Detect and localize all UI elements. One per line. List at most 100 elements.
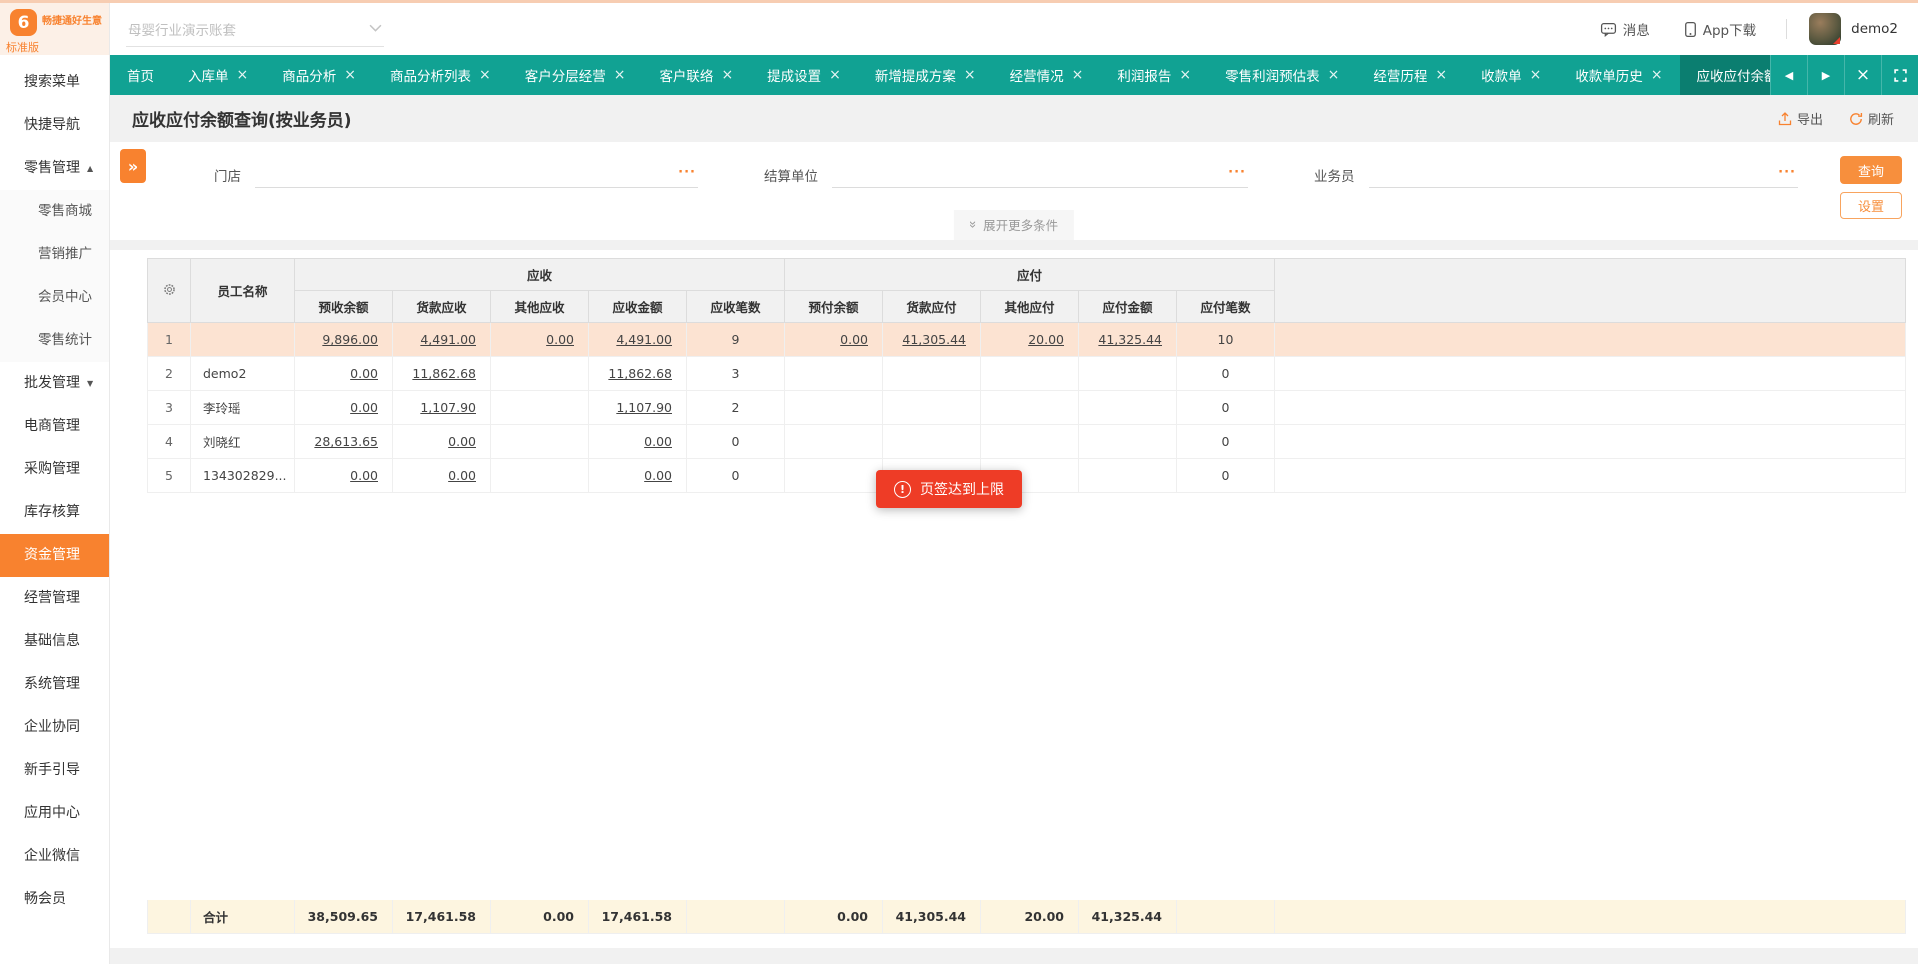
tab-收款单历史[interactable]: 收款单历史 ×: [1558, 55, 1679, 95]
picker-ellipsis-icon[interactable]: ···: [678, 165, 696, 180]
col-header-应付金额[interactable]: 应付金额: [1078, 290, 1177, 323]
picker-ellipsis-icon[interactable]: ···: [1778, 165, 1796, 180]
col-header-其他应付[interactable]: 其他应付: [980, 290, 1079, 323]
sidebar-item-企业协同[interactable]: 企业协同: [24, 719, 80, 735]
sidebar-item-零售统计[interactable]: 零售统计: [0, 319, 109, 362]
col-header-应付笔数[interactable]: 应付笔数: [1176, 290, 1275, 323]
close-tab-icon[interactable]: ×: [721, 67, 734, 83]
tab-提成设置[interactable]: 提成设置 ×: [750, 55, 858, 95]
sidebar-item-会员中心[interactable]: 会员中心: [0, 276, 109, 319]
close-tab-icon[interactable]: ×: [1650, 67, 1663, 83]
tab-利润报告[interactable]: 利润报告 ×: [1100, 55, 1208, 95]
table-row[interactable]: 3 李玲瑶 0.00 1,107.90 1,107.90 2 0: [147, 390, 1906, 425]
expand-more-filters-button[interactable]: » 展开更多条件: [953, 210, 1075, 240]
tab-零售利润预估表[interactable]: 零售利润预估表 ×: [1208, 55, 1356, 95]
close-all-tabs-button[interactable]: ×: [1844, 55, 1881, 95]
col-header-应收笔数[interactable]: 应收笔数: [686, 290, 785, 323]
tab-商品分析[interactable]: 商品分析 ×: [265, 55, 373, 95]
brand-logo[interactable]: 6 畅捷通好生意 标准版: [0, 3, 109, 55]
table-row[interactable]: 4 刘晓红 28,613.65 0.00 0.00 0 0: [147, 424, 1906, 459]
sidebar-item-经营管理[interactable]: 经营管理: [24, 590, 80, 606]
sidebar-item-营销推广[interactable]: 营销推广: [0, 233, 109, 276]
close-tab-icon[interactable]: ×: [1327, 67, 1340, 83]
export-button[interactable]: 导出: [1778, 109, 1823, 128]
column-settings-button[interactable]: [147, 258, 191, 323]
sidebar-item-零售管理[interactable]: 零售管理 ▲: [24, 160, 94, 176]
filter-input[interactable]: ···: [255, 162, 698, 188]
col-header-货款应收[interactable]: 货款应收: [392, 290, 491, 323]
amount-drill-link[interactable]: 0.00: [644, 434, 672, 449]
col-header-预付余额[interactable]: 预付余额: [784, 290, 883, 323]
amount-drill-link[interactable]: 28,613.65: [314, 434, 378, 449]
collapse-filter-handle[interactable]: »: [120, 149, 146, 183]
picker-ellipsis-icon[interactable]: ···: [1228, 165, 1246, 180]
sidebar-item-系统管理[interactable]: 系统管理: [24, 676, 80, 692]
amount-drill-link[interactable]: 1,107.90: [616, 400, 672, 415]
tab-收款单[interactable]: 收款单 ×: [1464, 55, 1558, 95]
search-button[interactable]: 查询: [1840, 156, 1902, 184]
sidebar-item-批发管理[interactable]: 批发管理 ▼: [24, 375, 94, 391]
amount-drill-link[interactable]: 11,862.68: [608, 366, 672, 381]
close-tab-icon[interactable]: ×: [829, 67, 841, 83]
filter-input[interactable]: ···: [832, 162, 1248, 188]
close-tab-icon[interactable]: ×: [613, 67, 626, 83]
amount-drill-link[interactable]: 11,862.68: [412, 366, 476, 381]
table-row[interactable]: 1 9,896.00 4,491.00 0.00 4,491.00 9 0.00 41,305…: [147, 322, 1906, 357]
tab-应收应付余额查询[interactable]: 应收应付余额查询×: [1679, 55, 1770, 95]
sidebar-item-零售商城[interactable]: 零售商城: [0, 190, 109, 233]
tab-新增提成方案[interactable]: 新增提成方案 ×: [858, 55, 993, 95]
sidebar-item-资金管理[interactable]: 资金管理: [0, 534, 109, 577]
amount-drill-link[interactable]: 41,305.44: [902, 332, 966, 347]
amount-drill-link[interactable]: 0.00: [840, 332, 868, 347]
sidebar-item-快捷导航[interactable]: 快捷导航: [24, 117, 80, 133]
amount-drill-link[interactable]: 41,325.44: [1098, 332, 1162, 347]
scroll-tabs-left-button[interactable]: ◀: [1770, 55, 1807, 95]
amount-drill-link[interactable]: 1,107.90: [420, 400, 476, 415]
amount-drill-link[interactable]: 0.00: [644, 468, 672, 483]
tab-入库单[interactable]: 入库单 ×: [171, 55, 265, 95]
close-tab-icon[interactable]: ×: [236, 67, 249, 83]
tab-经营历程[interactable]: 经营历程 ×: [1356, 55, 1464, 95]
amount-drill-link[interactable]: 0.00: [350, 366, 378, 381]
amount-drill-link[interactable]: 4,491.00: [616, 332, 672, 347]
close-tab-icon[interactable]: ×: [1435, 67, 1448, 83]
amount-drill-link[interactable]: 0.00: [350, 400, 378, 415]
filter-input[interactable]: ···: [1368, 162, 1798, 188]
amount-drill-link[interactable]: 0.00: [448, 468, 476, 483]
tab-客户联络[interactable]: 客户联络 ×: [642, 55, 750, 95]
close-tab-icon[interactable]: ×: [478, 67, 491, 83]
sidebar-item-库存核算[interactable]: 库存核算: [24, 504, 80, 520]
amount-drill-link[interactable]: 0.00: [350, 468, 378, 483]
sidebar-item-应用中心[interactable]: 应用中心: [24, 805, 80, 821]
sidebar-item-采购管理[interactable]: 采购管理: [24, 461, 80, 477]
refresh-button[interactable]: 刷新: [1849, 109, 1894, 128]
close-tab-icon[interactable]: ×: [1179, 67, 1192, 83]
fullscreen-button[interactable]: [1881, 55, 1918, 95]
sidebar-item-搜索菜单[interactable]: 搜索菜单: [24, 74, 80, 90]
app-download-button[interactable]: App下载: [1684, 19, 1756, 39]
close-tab-icon[interactable]: ×: [963, 67, 976, 83]
sidebar-item-畅会员[interactable]: 畅会员: [24, 891, 66, 907]
settings-button[interactable]: 设置: [1840, 192, 1902, 219]
tab-首页[interactable]: 首页: [110, 55, 171, 95]
avatar[interactable]: [1809, 13, 1842, 45]
amount-drill-link[interactable]: 0.00: [448, 434, 476, 449]
sidebar-item-基础信息[interactable]: 基础信息: [24, 633, 80, 649]
sidebar-item-新手引导[interactable]: 新手引导: [24, 762, 80, 778]
tab-经营情况[interactable]: 经营情况 ×: [993, 55, 1101, 95]
amount-drill-link[interactable]: 4,491.00: [420, 332, 476, 347]
sidebar-item-电商管理[interactable]: 电商管理: [24, 418, 80, 434]
sidebar-item-企业微信[interactable]: 企业微信: [24, 848, 80, 864]
scroll-tabs-right-button[interactable]: ▶: [1807, 55, 1844, 95]
close-tab-icon[interactable]: ×: [1071, 67, 1084, 83]
close-tab-icon[interactable]: ×: [344, 67, 356, 83]
col-header-应收金额[interactable]: 应收金额: [588, 290, 687, 323]
messages-button[interactable]: 消息: [1600, 19, 1650, 39]
tab-商品分析列表[interactable]: 商品分析列表 ×: [373, 55, 508, 95]
table-row[interactable]: 2 demo2 0.00 11,862.68 11,862.68 3 0: [147, 356, 1906, 391]
col-header-预收余额[interactable]: 预收余额: [294, 290, 393, 323]
tab-客户分层经营[interactable]: 客户分层经营 ×: [508, 55, 643, 95]
amount-drill-link[interactable]: 0.00: [546, 332, 574, 347]
col-header-其他应收[interactable]: 其他应收: [490, 290, 589, 323]
account-select[interactable]: 母婴行业演示账套: [126, 12, 384, 47]
